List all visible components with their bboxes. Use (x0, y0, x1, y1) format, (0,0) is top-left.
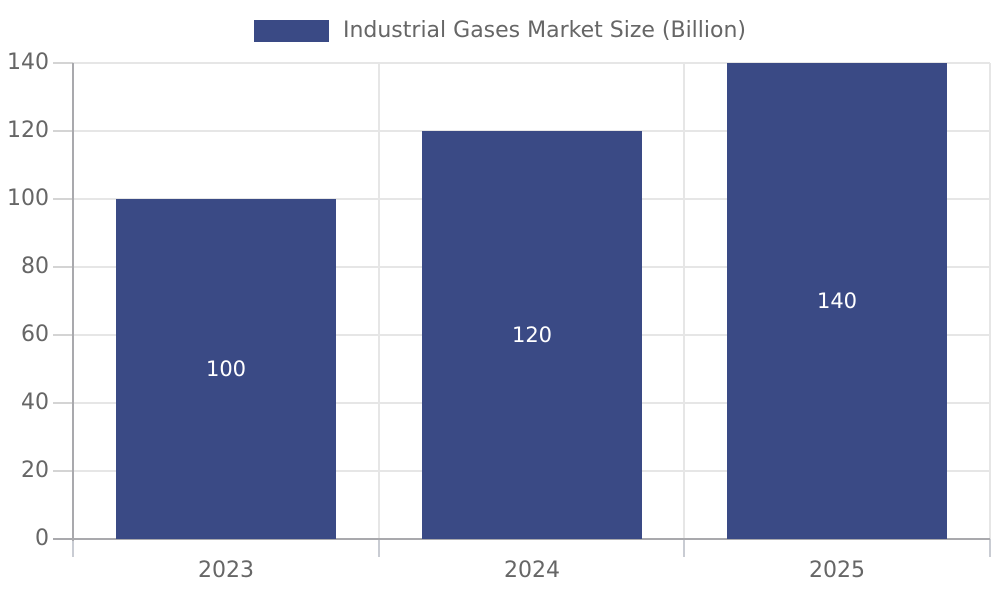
y-axis-tick-label: 120 (7, 118, 49, 143)
y-axis-tick (53, 470, 73, 472)
x-axis-tick (683, 539, 685, 557)
y-axis-tick-label: 80 (21, 254, 49, 279)
y-axis-tick (53, 62, 73, 64)
bar-2023[interactable]: 100 (116, 199, 336, 539)
x-axis-tick-label: 2024 (504, 558, 560, 583)
bar-2024[interactable]: 120 (422, 131, 642, 539)
x-axis-tick-label: 2025 (809, 558, 865, 583)
legend-item[interactable]: Industrial Gases Market Size (Billion) (0, 17, 1000, 45)
y-axis-tick-label: 20 (21, 458, 49, 483)
bar-2025[interactable]: 140 (727, 63, 947, 539)
gridline-v (683, 63, 685, 539)
y-axis-tick-label: 140 (7, 50, 49, 75)
bar-value-label: 140 (816, 289, 858, 313)
legend-label: Industrial Gases Market Size (Billion) (342, 18, 747, 43)
y-axis-tick-label: 0 (35, 526, 49, 551)
y-axis-tick-label: 60 (21, 322, 49, 347)
bar-value-label: 120 (511, 323, 553, 347)
x-axis-line (53, 538, 990, 540)
gridline-v (378, 63, 380, 539)
y-axis-tick (53, 334, 73, 336)
x-axis-tick (378, 539, 380, 557)
y-axis-tick (53, 130, 73, 132)
y-axis-line (72, 63, 74, 541)
y-axis-tick-label: 100 (7, 186, 49, 211)
y-axis-tick (53, 266, 73, 268)
y-axis-tick-label: 40 (21, 390, 49, 415)
gridline-h (73, 62, 990, 64)
x-axis-tick (72, 539, 74, 557)
legend-swatch (253, 20, 329, 42)
bar-value-label: 100 (205, 357, 247, 381)
y-axis-tick (53, 198, 73, 200)
x-axis-tick (989, 539, 991, 557)
x-axis-tick-label: 2023 (198, 558, 254, 583)
gridline-v (989, 63, 991, 539)
y-axis-tick (53, 402, 73, 404)
